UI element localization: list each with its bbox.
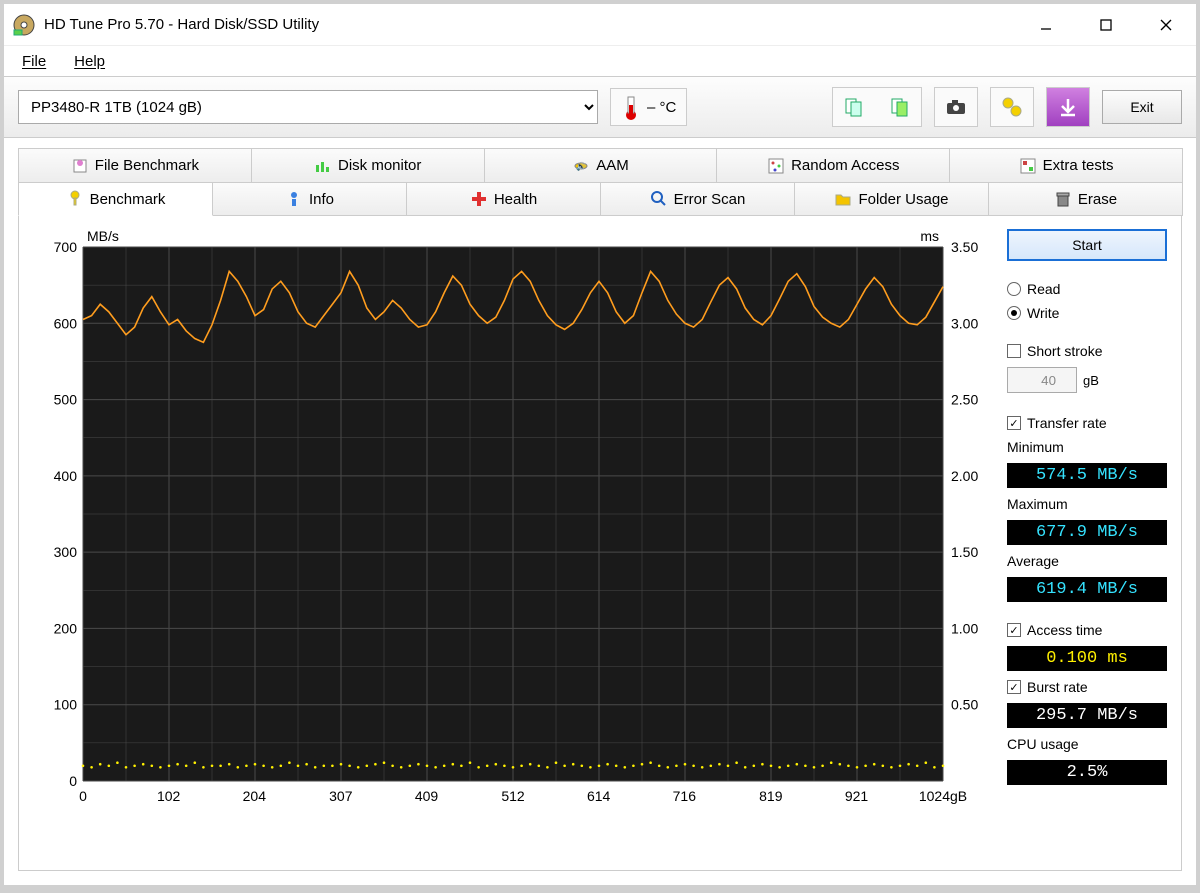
average-value: 619.4 MB/s (1007, 577, 1167, 602)
svg-text:600: 600 (54, 315, 78, 331)
svg-text:200: 200 (54, 620, 78, 636)
average-label: Average (1007, 553, 1167, 569)
svg-text:102: 102 (157, 788, 181, 804)
tab-file-benchmark[interactable]: File Benchmark (18, 148, 252, 182)
short-stroke-input[interactable] (1007, 367, 1077, 393)
disk-mon-icon (314, 157, 332, 175)
info-icon (285, 190, 303, 208)
window-title: HD Tune Pro 5.70 - Hard Disk/SSD Utility (44, 16, 1016, 33)
titlebar: HD Tune Pro 5.70 - Hard Disk/SSD Utility (4, 4, 1196, 46)
file-bench-icon (71, 157, 89, 175)
menubar: File Help (4, 46, 1196, 76)
folder-icon (834, 190, 852, 208)
read-radio[interactable]: Read (1007, 281, 1167, 297)
cpu-value: 2.5% (1007, 760, 1167, 785)
drive-select[interactable]: PP3480-R 1TB (1024 gB) (18, 90, 598, 124)
random-icon (767, 157, 785, 175)
thermometer-icon (621, 93, 641, 121)
svg-text:MB/s: MB/s (87, 229, 119, 244)
svg-text:100: 100 (54, 697, 78, 713)
benchmark-chart: MB/s ms 700 600 500 400 300 200 100 0 3.50 3.00 2.50… (33, 229, 993, 809)
menu-file[interactable]: File (22, 53, 46, 70)
tab-extra-tests[interactable]: Extra tests (949, 148, 1183, 182)
access-time-checkbox[interactable]: ✓Access time (1007, 622, 1167, 638)
side-panel: Start Read Write Short stroke gB ✓Transf… (1007, 229, 1167, 856)
tab-health[interactable]: Health (406, 182, 601, 216)
svg-text:819: 819 (759, 788, 783, 804)
svg-text:921: 921 (845, 788, 869, 804)
minimize-button[interactable] (1016, 4, 1076, 46)
start-button[interactable]: Start (1007, 229, 1167, 261)
tab-disk-monitor[interactable]: Disk monitor (251, 148, 485, 182)
burst-value: 295.7 MB/s (1007, 703, 1167, 728)
tab-random-access[interactable]: Random Access (716, 148, 950, 182)
short-stroke-checkbox[interactable]: Short stroke (1007, 343, 1167, 359)
svg-text:3.00: 3.00 (951, 315, 978, 331)
minimum-label: Minimum (1007, 439, 1167, 455)
transfer-rate-checkbox[interactable]: ✓Transfer rate (1007, 415, 1167, 431)
close-button[interactable] (1136, 4, 1196, 46)
svg-text:409: 409 (415, 788, 439, 804)
bench-icon (66, 190, 84, 208)
maximum-label: Maximum (1007, 496, 1167, 512)
minimum-value: 574.5 MB/s (1007, 463, 1167, 488)
svg-text:307: 307 (329, 788, 353, 804)
svg-text:🔊: 🔊 (576, 161, 586, 171)
tab-aam[interactable]: 🔊AAM (484, 148, 718, 182)
extra-icon (1019, 157, 1037, 175)
svg-text:500: 500 (54, 392, 78, 408)
erase-icon (1054, 190, 1072, 208)
exit-button[interactable]: Exit (1102, 90, 1182, 124)
svg-text:1024gB: 1024gB (919, 788, 967, 804)
health-icon (470, 190, 488, 208)
maximum-value: 677.9 MB/s (1007, 520, 1167, 545)
save-button[interactable] (1049, 90, 1087, 124)
write-radio[interactable]: Write (1007, 305, 1167, 321)
tab-info[interactable]: Info (212, 182, 407, 216)
tab-folder-usage[interactable]: Folder Usage (794, 182, 989, 216)
svg-text:2.00: 2.00 (951, 468, 978, 484)
tab-error-scan[interactable]: Error Scan (600, 182, 795, 216)
copy-info-button[interactable] (835, 90, 873, 124)
svg-text:700: 700 (54, 239, 78, 255)
svg-text:716: 716 (673, 788, 697, 804)
burst-rate-checkbox[interactable]: ✓Burst rate (1007, 679, 1167, 695)
svg-text:1.50: 1.50 (951, 544, 978, 560)
svg-text:1.00: 1.00 (951, 620, 978, 636)
options-button[interactable] (993, 90, 1031, 124)
svg-text:512: 512 (501, 788, 525, 804)
temperature-display: – °C (610, 88, 687, 126)
svg-text:2.50: 2.50 (951, 392, 978, 408)
svg-text:400: 400 (54, 468, 78, 484)
toolbar: PP3480-R 1TB (1024 gB) – °C Exit (4, 76, 1196, 138)
app-icon (12, 13, 36, 37)
svg-text:300: 300 (54, 544, 78, 560)
svg-text:ms: ms (920, 229, 939, 244)
copy-screenshot-button[interactable] (881, 90, 919, 124)
access-value: 0.100 ms (1007, 646, 1167, 671)
menu-help[interactable]: Help (74, 53, 105, 70)
app-window: HD Tune Pro 5.70 - Hard Disk/SSD Utility… (4, 4, 1196, 885)
svg-text:0: 0 (79, 788, 87, 804)
svg-text:0: 0 (69, 773, 77, 789)
svg-text:614: 614 (587, 788, 611, 804)
svg-text:3.50: 3.50 (951, 239, 978, 255)
svg-text:0.50: 0.50 (951, 697, 978, 713)
tab-benchmark[interactable]: Benchmark (18, 182, 213, 216)
cpu-label: CPU usage (1007, 736, 1167, 752)
svg-text:204: 204 (243, 788, 267, 804)
aam-icon: 🔊 (572, 157, 590, 175)
tab-erase[interactable]: Erase (988, 182, 1183, 216)
chart-area: MB/s ms 700 600 500 400 300 200 100 0 3.50 3.00 2.50… (33, 229, 995, 856)
maximize-button[interactable] (1076, 4, 1136, 46)
error-icon (650, 190, 668, 208)
screenshot-button[interactable] (937, 90, 975, 124)
